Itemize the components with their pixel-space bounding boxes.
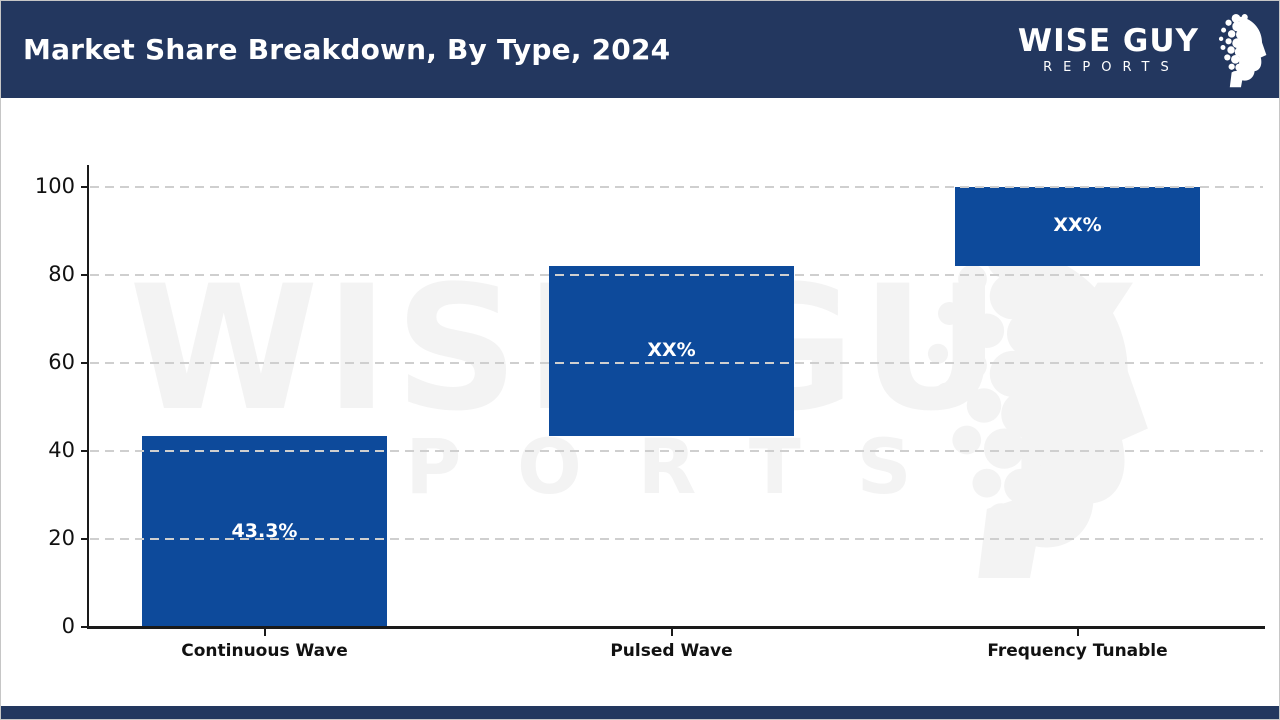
watermark-head-icon — [927, 238, 1148, 578]
x-tick-mark-1 — [263, 629, 266, 636]
bar-label-1: 43.3% — [231, 519, 298, 542]
x-tick-mark-2 — [670, 629, 673, 636]
y-tick-mark-80 — [81, 273, 89, 276]
y-tick-label-20: 20 — [48, 525, 75, 550]
wiseguy-wordmark-line1: WISE GUY — [1017, 22, 1199, 59]
y-tick-mark-40 — [81, 449, 89, 452]
bar-label-2: XX% — [647, 339, 696, 362]
wiseguy-head-icon — [1218, 13, 1267, 87]
wiseguy-logo: WISE GUY REPORTS — [1018, 11, 1267, 89]
y-tick-label-60: 60 — [48, 349, 75, 374]
bar-2 — [549, 265, 794, 437]
x-tick-label-3: Frequency Tunable — [987, 641, 1168, 661]
x-tick-mark-3 — [1076, 629, 1079, 636]
bar-3 — [955, 186, 1200, 266]
wiseguy-wordmark: WISE GUY REPORTS — [1017, 22, 1199, 75]
header-bar: Market Share Breakdown, By Type, 2024 WI… — [1, 1, 1279, 98]
wiseguy-wordmark-line2: REPORTS — [1043, 59, 1180, 75]
y-tick-label-80: 80 — [48, 261, 75, 286]
bar-label-3: XX% — [1053, 214, 1102, 237]
gridline-80 — [90, 273, 1263, 276]
footer-bar — [1, 706, 1279, 719]
x-tick-label-2: Pulsed Wave — [610, 641, 733, 661]
y-tick-label-100: 100 — [34, 173, 75, 198]
x-axis-spine — [87, 626, 1265, 629]
chart-title: Market Share Breakdown, By Type, 2024 — [23, 33, 671, 66]
gridline-100 — [90, 185, 1263, 188]
gridline-20 — [90, 537, 1263, 540]
gridline-40 — [90, 449, 1263, 452]
x-tick-label-1: Continuous Wave — [181, 641, 348, 661]
gridline-60 — [90, 361, 1263, 364]
y-tick-mark-100 — [81, 185, 89, 188]
y-axis-spine — [87, 165, 89, 629]
bar-1 — [142, 436, 387, 627]
y-tick-mark-20 — [81, 537, 89, 540]
y-tick-label-0: 0 — [61, 614, 75, 638]
y-tick-label-40: 40 — [48, 437, 75, 462]
y-tick-mark-0 — [81, 626, 89, 628]
y-tick-mark-60 — [81, 361, 89, 364]
